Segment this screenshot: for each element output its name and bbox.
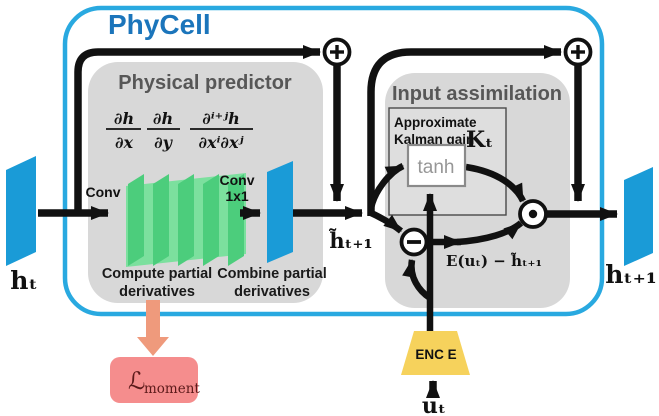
prediction-to-tanh-curve	[367, 163, 405, 209]
moment-loss-symbol: ℒ	[128, 367, 145, 395]
compute-caption-line1: Compute partial	[102, 266, 212, 282]
add-icon	[322, 37, 352, 67]
loss-arrow	[137, 300, 169, 356]
tanh-to-hadamard-curve	[465, 163, 526, 203]
skip-connection-1	[74, 45, 321, 210]
tanh-label: tanh	[418, 157, 455, 178]
moment-loss-box	[110, 357, 198, 403]
output-state-label: hₜ₊₁	[605, 260, 657, 289]
tanh-box	[406, 143, 467, 188]
input-state-label: hₜ	[10, 266, 37, 295]
conv-layer	[203, 174, 219, 266]
correction-to-hadamard-curve	[456, 220, 524, 246]
add-icon	[563, 37, 593, 67]
conv1x1-label-line1: Conv	[220, 172, 255, 188]
formula-dh-dx-numerator: ∂h	[114, 109, 134, 128]
input-assimilation-heading: Input assimilation	[392, 83, 562, 105]
moment-loss-subscript: moment	[144, 381, 200, 397]
phycell-border	[62, 5, 605, 317]
curved-signal-lines	[367, 163, 526, 301]
input-state-layer	[6, 156, 36, 266]
encoder-trapezoid	[401, 331, 470, 375]
output-state-layer	[624, 167, 653, 266]
combine-caption-line2: derivatives	[234, 284, 310, 300]
formula-dh-dx-denominator: ∂x	[115, 133, 134, 152]
conv-label: Conv	[86, 184, 121, 200]
encoder-label: ENC E	[415, 347, 456, 362]
compute-caption-line2: derivatives	[119, 284, 195, 300]
encoder-input-label: uₜ	[422, 393, 446, 416]
hadamard-product-icon	[518, 199, 548, 229]
formula-dh-dy-denominator: ∂y	[154, 133, 174, 152]
kalman-caption-line1: Approximate	[394, 115, 477, 130]
combine-caption-line1: Combine partial	[217, 266, 327, 282]
conv-layer	[153, 174, 169, 266]
conv-layer	[228, 174, 244, 266]
formula-dh-dy-numerator: ∂h	[153, 109, 173, 128]
formula-higher-order: ∂ⁱ⁺ʲh ∂xⁱ∂xʲ	[190, 109, 253, 152]
kalman-caption-line2: Kalman gain	[394, 132, 474, 147]
phycell-title: PhyCell	[108, 9, 211, 40]
predicted-state-label: h̃ₜ₊₁	[329, 228, 373, 253]
physical-predictor-heading: Physical predictor	[118, 72, 292, 94]
conv-layer	[178, 174, 194, 266]
prediction-to-subtract-curve	[367, 209, 404, 234]
combine-conv-layer	[267, 161, 293, 263]
conv1x1-label-line2: 1x1	[225, 188, 249, 204]
formula-dh-dy: ∂h ∂y	[147, 109, 180, 152]
correction-term-label: E(uₜ) − h̃ₜ₊₁	[446, 252, 542, 270]
signal-lines	[38, 45, 618, 398]
kalman-gain-symbol: Kₜ	[466, 127, 493, 153]
encoder-to-subtract-curve	[402, 259, 432, 301]
subtract-icon	[399, 227, 429, 257]
formula-higher-order-numerator: ∂ⁱ⁺ʲh	[202, 109, 239, 128]
formula-higher-order-denominator: ∂xⁱ∂xʲ	[198, 133, 244, 152]
skip-connection-2	[367, 45, 562, 216]
conv-layer	[128, 174, 144, 266]
partial-derivative-conv-stack	[126, 173, 246, 267]
formula-dh-dx: ∂h ∂x	[106, 109, 141, 152]
